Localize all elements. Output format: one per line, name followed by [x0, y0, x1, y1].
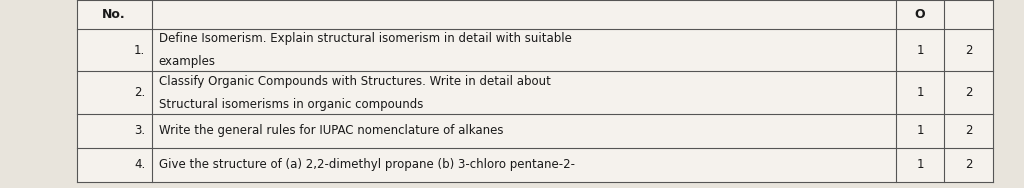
Bar [77, 0, 993, 182]
Text: 2: 2 [965, 124, 973, 137]
Text: 4.: 4. [134, 158, 145, 171]
Text: O: O [914, 8, 926, 21]
Text: 1.: 1. [134, 44, 145, 57]
Text: No.: No. [102, 8, 126, 21]
Text: 1: 1 [916, 44, 924, 57]
Text: Classify Organic Compounds with Structures. Write in detail about: Classify Organic Compounds with Structur… [159, 75, 551, 88]
Text: Write the general rules for IUPAC nomenclature of alkanes: Write the general rules for IUPAC nomenc… [159, 124, 503, 137]
Text: 2: 2 [965, 158, 973, 171]
Text: 2.: 2. [134, 86, 145, 99]
Text: Define Isomerism. Explain structural isomerism in detail with suitable: Define Isomerism. Explain structural iso… [159, 32, 571, 45]
Text: 1: 1 [916, 86, 924, 99]
Text: 2: 2 [965, 44, 973, 57]
Text: 1: 1 [916, 124, 924, 137]
Text: 1: 1 [916, 158, 924, 171]
Text: Structural isomerisms in organic compounds: Structural isomerisms in organic compoun… [159, 98, 423, 111]
Text: 3.: 3. [134, 124, 145, 137]
Text: Give the structure of (a) 2,2-dimethyl propane (b) 3-chloro pentane-2-: Give the structure of (a) 2,2-dimethyl p… [159, 158, 574, 171]
Text: 2: 2 [965, 86, 973, 99]
Text: examples: examples [159, 55, 216, 68]
